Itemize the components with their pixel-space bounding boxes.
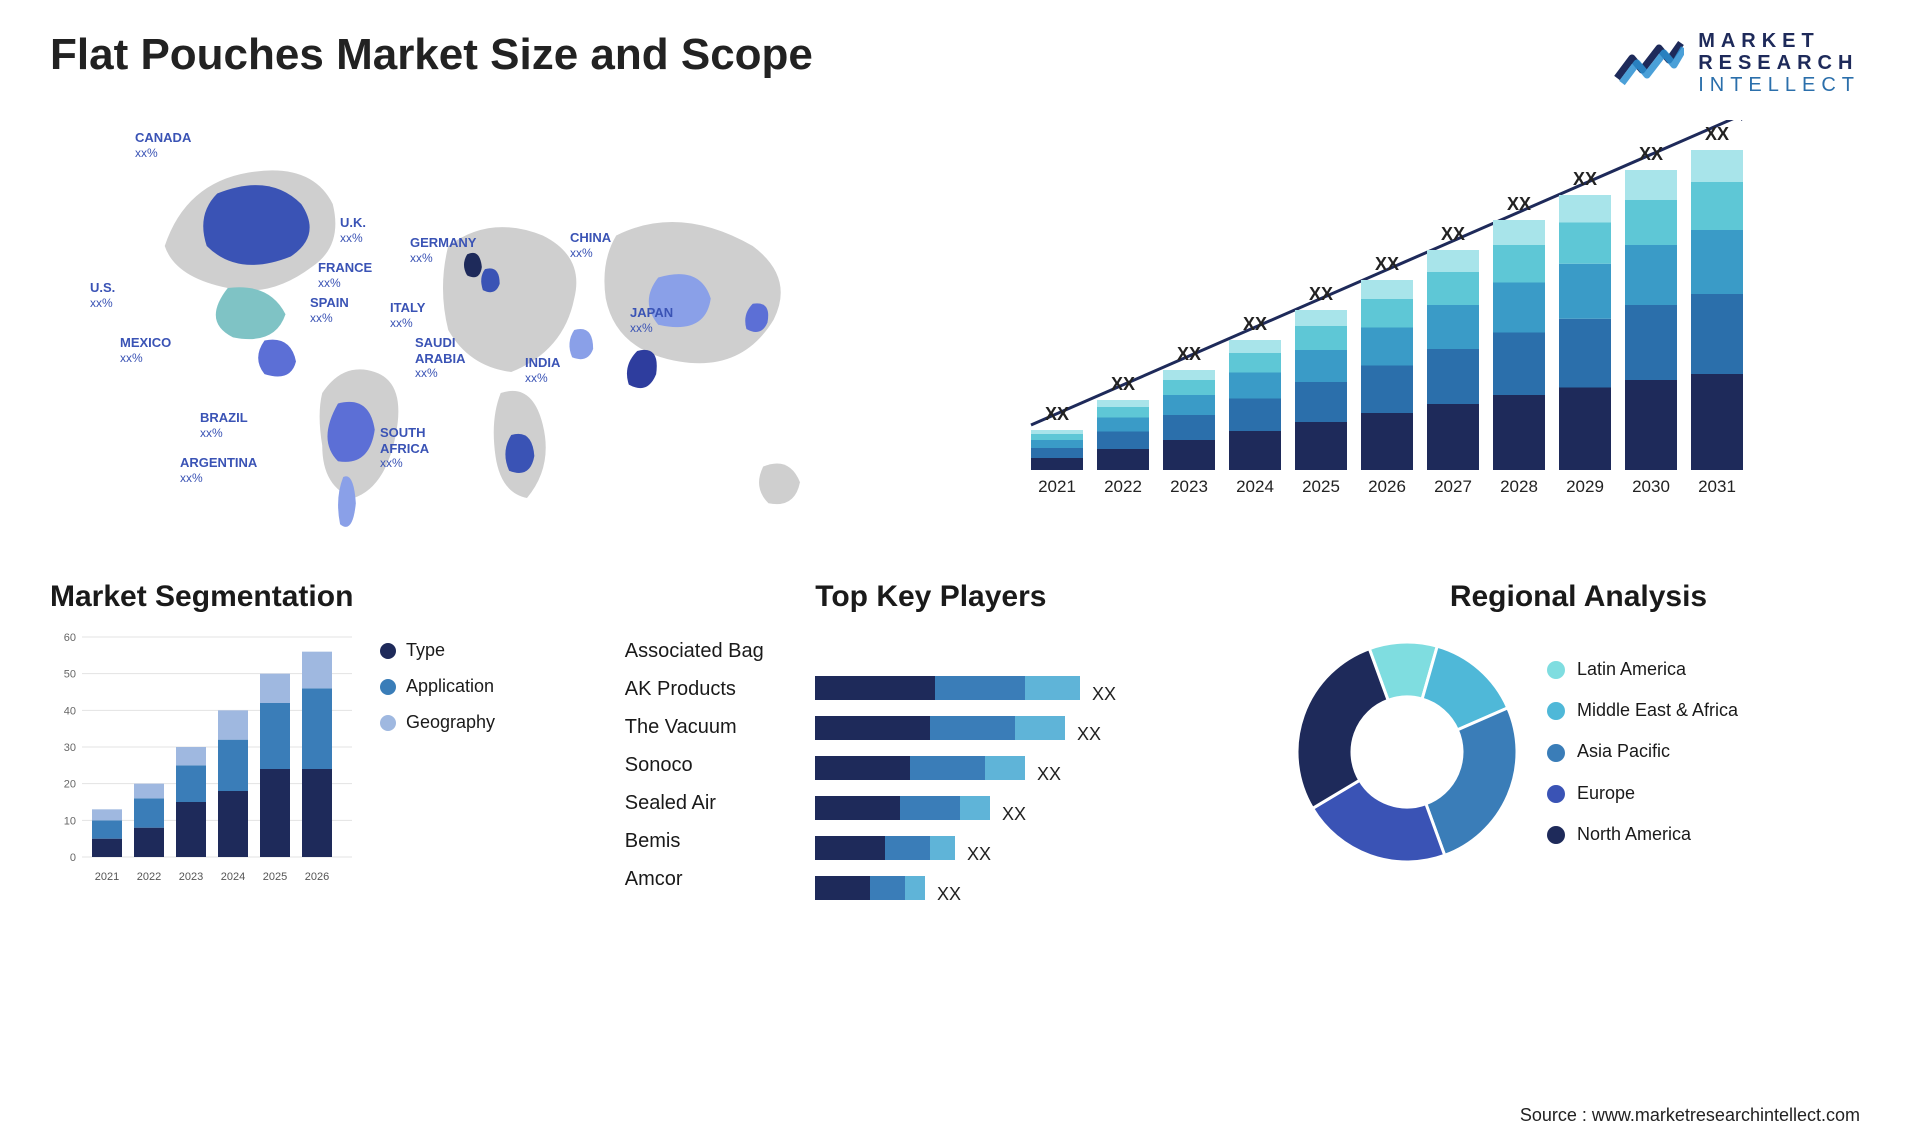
svg-text:50: 50	[64, 669, 76, 681]
logo-text-3: INTELLECT	[1698, 74, 1860, 96]
regional-legend: Latin AmericaMiddle East & AfricaAsia Pa…	[1547, 649, 1738, 856]
growth-chart-svg: XX 2021 XX 2022 XX 2023 XX 2024 XX 2025 XX 2026 XX 20…	[1011, 120, 1771, 500]
map-country-label: U.S.xx%	[90, 280, 115, 310]
svg-text:2021: 2021	[1039, 477, 1077, 496]
svg-text:2024: 2024	[1237, 477, 1275, 496]
svg-text:60: 60	[64, 632, 76, 644]
svg-text:10: 10	[64, 815, 76, 827]
svg-text:XX: XX	[1002, 804, 1026, 824]
svg-text:2028: 2028	[1501, 477, 1539, 496]
svg-text:2025: 2025	[1303, 477, 1341, 496]
map-country-label: BRAZILxx%	[200, 410, 248, 440]
player-name: The Vacuum	[625, 708, 797, 746]
svg-text:XX: XX	[1375, 254, 1399, 274]
svg-text:0: 0	[70, 852, 76, 864]
player-name: Amcor	[625, 860, 797, 898]
regional-title: Regional Analysis	[1287, 580, 1870, 614]
svg-text:2029: 2029	[1567, 477, 1605, 496]
svg-text:2023: 2023	[179, 871, 203, 883]
logo-mark-icon	[1614, 38, 1684, 88]
map-country-label: SOUTHAFRICAxx%	[380, 425, 429, 471]
player-name: AK Products	[625, 670, 797, 708]
svg-text:2021: 2021	[95, 871, 119, 883]
svg-text:XX: XX	[1092, 684, 1116, 704]
map-country-label: GERMANYxx%	[410, 235, 476, 265]
player-name: Sealed Air	[625, 784, 797, 822]
growth-bar-chart: XX 2021 XX 2022 XX 2023 XX 2024 XX 2025 XX 2026 XX 20…	[1011, 120, 1870, 540]
players-name-list: Associated BagAK ProductsThe VacuumSonoc…	[625, 632, 815, 912]
svg-text:XX: XX	[1111, 374, 1135, 394]
map-country-label: CHINAxx%	[570, 230, 611, 260]
svg-text:2026: 2026	[305, 871, 329, 883]
svg-text:2023: 2023	[1171, 477, 1209, 496]
svg-text:XX: XX	[967, 844, 991, 864]
world-map: CANADAxx% U.S.xx%MEXICOxx% BRAZILxx% ARGENT…	[50, 120, 951, 540]
map-country-label: INDIAxx%	[525, 355, 560, 385]
logo-text-2: RESEARCH	[1698, 52, 1860, 74]
map-country-label: FRANCExx%	[318, 260, 372, 290]
svg-text:XX: XX	[937, 884, 961, 904]
region-legend-item: Middle East & Africa	[1547, 690, 1738, 731]
svg-text:2026: 2026	[1369, 477, 1407, 496]
segmentation-legend-item: Application	[380, 668, 495, 704]
player-name: Associated Bag	[625, 632, 797, 670]
segmentation-legend-item: Geography	[380, 704, 495, 740]
svg-text:XX: XX	[1507, 194, 1531, 214]
region-legend-item: Latin America	[1547, 649, 1738, 690]
svg-text:30: 30	[64, 742, 76, 754]
svg-text:2022: 2022	[137, 871, 161, 883]
map-country-label: CANADAxx%	[135, 130, 191, 160]
svg-text:XX: XX	[1309, 284, 1333, 304]
map-country-label: SPAINxx%	[310, 295, 349, 325]
svg-text:2027: 2027	[1435, 477, 1473, 496]
player-name: Sonoco	[625, 746, 797, 784]
svg-text:2030: 2030	[1633, 477, 1671, 496]
svg-text:XX: XX	[1441, 224, 1465, 244]
map-country-label: U.K.xx%	[340, 215, 366, 245]
svg-text:40: 40	[64, 705, 76, 717]
map-country-label: JAPANxx%	[630, 305, 673, 335]
svg-text:2022: 2022	[1105, 477, 1143, 496]
svg-text:XX: XX	[1077, 724, 1101, 744]
segmentation-legend: TypeApplicationGeography	[380, 632, 495, 892]
svg-text:XX: XX	[1037, 764, 1061, 784]
segmentation-legend-item: Type	[380, 632, 495, 668]
player-name: Bemis	[625, 822, 797, 860]
svg-text:XX: XX	[1573, 169, 1597, 189]
map-country-label: ITALYxx%	[390, 300, 425, 330]
players-title: Top Key Players	[625, 580, 1237, 614]
brand-logo: MARKET RESEARCH INTELLECT	[1614, 30, 1860, 96]
logo-text-1: MARKET	[1698, 30, 1860, 52]
svg-text:XX: XX	[1045, 404, 1069, 424]
segmentation-chart-svg: 0 10 20 30 40 50 60 2021 2022 2023 2024 2025 2026	[50, 632, 360, 892]
svg-text:XX: XX	[1177, 344, 1201, 364]
svg-text:2025: 2025	[263, 871, 287, 883]
segmentation-panel: Market Segmentation 0 10 20 30 40 50 60 2021 202…	[50, 580, 575, 912]
players-panel: Top Key Players Associated BagAK Product…	[625, 580, 1237, 912]
region-legend-item: North America	[1547, 814, 1738, 855]
segmentation-title: Market Segmentation	[50, 580, 575, 614]
svg-text:2024: 2024	[221, 871, 245, 883]
players-bars-svg: XX XX XX XX XX XX	[815, 632, 1155, 912]
map-country-label: MEXICOxx%	[120, 335, 171, 365]
region-legend-item: Asia Pacific	[1547, 731, 1738, 772]
map-country-label: ARGENTINAxx%	[180, 455, 257, 485]
region-legend-item: Europe	[1547, 773, 1738, 814]
svg-text:XX: XX	[1243, 314, 1267, 334]
svg-text:2031: 2031	[1699, 477, 1737, 496]
svg-text:20: 20	[64, 779, 76, 791]
map-country-label: SAUDIARABIAxx%	[415, 335, 466, 381]
regional-panel: Regional Analysis Latin AmericaMiddle Ea…	[1287, 580, 1870, 912]
page-title: Flat Pouches Market Size and Scope	[50, 30, 1870, 80]
svg-text:XX: XX	[1639, 144, 1663, 164]
source-attribution: Source : www.marketresearchintellect.com	[1520, 1105, 1860, 1126]
svg-text:XX: XX	[1705, 124, 1729, 144]
regional-donut-svg	[1287, 632, 1527, 872]
